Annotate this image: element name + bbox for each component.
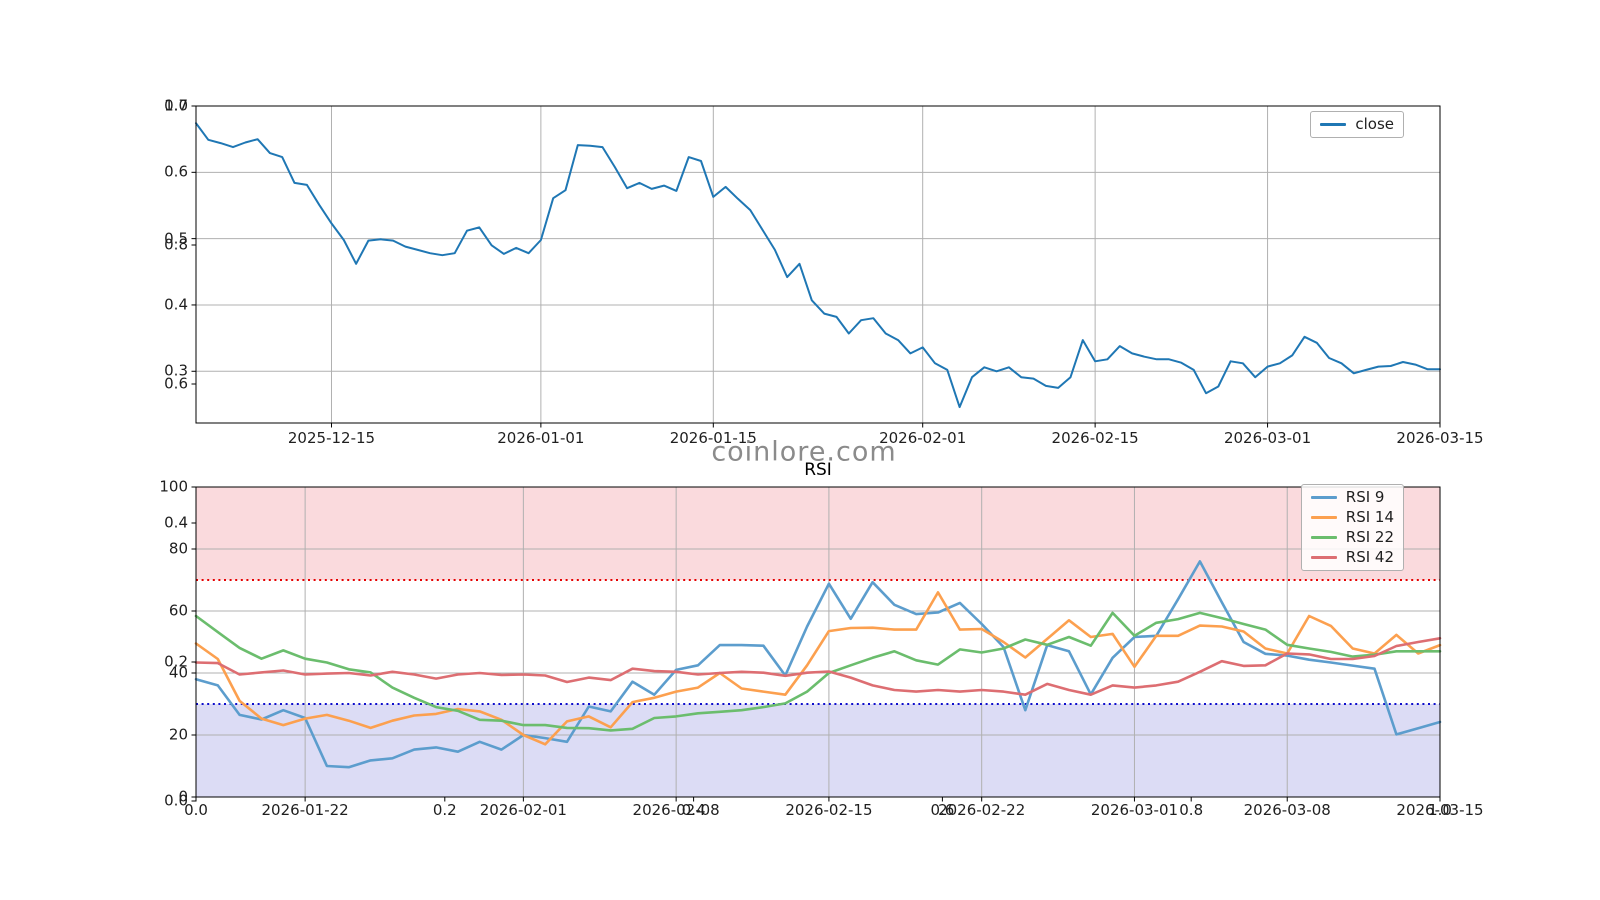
figure-y-tick-label: 1.0 xyxy=(164,96,188,115)
figure-x-tick-label: 1.0 xyxy=(1428,801,1452,819)
rsi-x-tick-label: 2026-03-15 xyxy=(1396,801,1484,819)
rsi22-line-swatch xyxy=(1310,536,1337,539)
rsi-x-tick-label: 2026-02-01 xyxy=(479,801,567,819)
price-y-tick-label: 0.4 xyxy=(164,295,188,314)
rsi-x-tick-label: 2026-03-01 xyxy=(1090,801,1179,819)
figure-x-tick-label: 0.8 xyxy=(1179,801,1204,819)
legend-item-rsi-9[interactable]: RSI 9 xyxy=(1310,488,1394,506)
price-legend: close xyxy=(1310,111,1404,138)
figure-x-tick-label: 0.4 xyxy=(681,801,706,819)
rsi-x-tick-label: 2026-03-08 xyxy=(1243,801,1331,819)
price-x-tick-label: 2026-02-15 xyxy=(1051,429,1139,447)
price-x-tick-label: 2026-02-01 xyxy=(879,429,967,447)
rsi14-line-swatch xyxy=(1310,516,1337,519)
price-y-tick-label: 0.3 xyxy=(164,361,188,380)
rsi-panel-title: RSI xyxy=(804,460,832,480)
rsi-x-tick-label: 2026-02-08 xyxy=(632,801,720,819)
legend-item-rsi-42[interactable]: RSI 42 xyxy=(1310,548,1394,566)
rsi-y-tick-label: 60 xyxy=(168,601,188,620)
rsi-x-tick-label: 2026-02-15 xyxy=(785,801,873,819)
figure-y-tick-label: 0.8 xyxy=(164,235,188,254)
rsi-y-tick-label: 100 xyxy=(159,477,188,496)
legend-label-rsi-14: RSI 14 xyxy=(1345,508,1394,526)
price-x-tick-label: 2025-12-15 xyxy=(287,429,376,447)
price-y-tick-label: 0.7 xyxy=(164,96,188,115)
price-y-tick-label: 0.6 xyxy=(164,162,188,181)
figure-y-tick-label: 0.2 xyxy=(164,652,188,671)
rsi42-line-swatch xyxy=(1310,556,1337,559)
rsi9-line-swatch xyxy=(1310,496,1337,499)
price-x-tick-label: 2026-03-15 xyxy=(1396,429,1484,447)
figure-x-tick-label: 0.6 xyxy=(930,801,955,819)
figure-y-tick-label: 0.0 xyxy=(164,791,188,810)
legend-label-rsi-22: RSI 22 xyxy=(1345,528,1394,546)
price-y-tick-label: 0.5 xyxy=(164,229,188,248)
legend-item-rsi-14[interactable]: RSI 14 xyxy=(1310,508,1394,526)
watermark-text: coinlore.com xyxy=(711,436,897,468)
figure-y-tick-label: 0.6 xyxy=(164,374,188,393)
legend-item-rsi-22[interactable]: RSI 22 xyxy=(1310,528,1394,546)
legend-label-rsi-42: RSI 42 xyxy=(1345,548,1394,566)
price-x-tick-label: 2026-01-01 xyxy=(497,429,585,447)
rsi-y-tick-label: 20 xyxy=(168,725,188,744)
rsi-legend: RSI 9 RSI 14 RSI 22 RSI 42 xyxy=(1300,484,1404,571)
rsi-x-tick-label: 2026-01-22 xyxy=(261,801,349,819)
figure-x-tick-label: 0.2 xyxy=(432,801,457,819)
legend-label-close: close xyxy=(1355,115,1394,133)
figure-y-tick-label: 0.4 xyxy=(164,513,188,532)
figure-x-tick-label: 0.0 xyxy=(184,801,208,819)
price-x-tick-label: 2026-01-15 xyxy=(669,429,757,447)
rsi-y-tick-label: 0 xyxy=(178,787,188,806)
legend-label-rsi-9: RSI 9 xyxy=(1345,488,1385,506)
rsi-y-tick-label: 40 xyxy=(168,663,188,682)
close-line-swatch xyxy=(1320,123,1347,126)
rsi-y-tick-label: 80 xyxy=(168,539,188,558)
rsi-x-tick-label: 2026-02-22 xyxy=(938,801,1026,819)
price-x-tick-label: 2026-03-01 xyxy=(1223,429,1312,447)
legend-item-close[interactable]: close xyxy=(1320,116,1394,133)
